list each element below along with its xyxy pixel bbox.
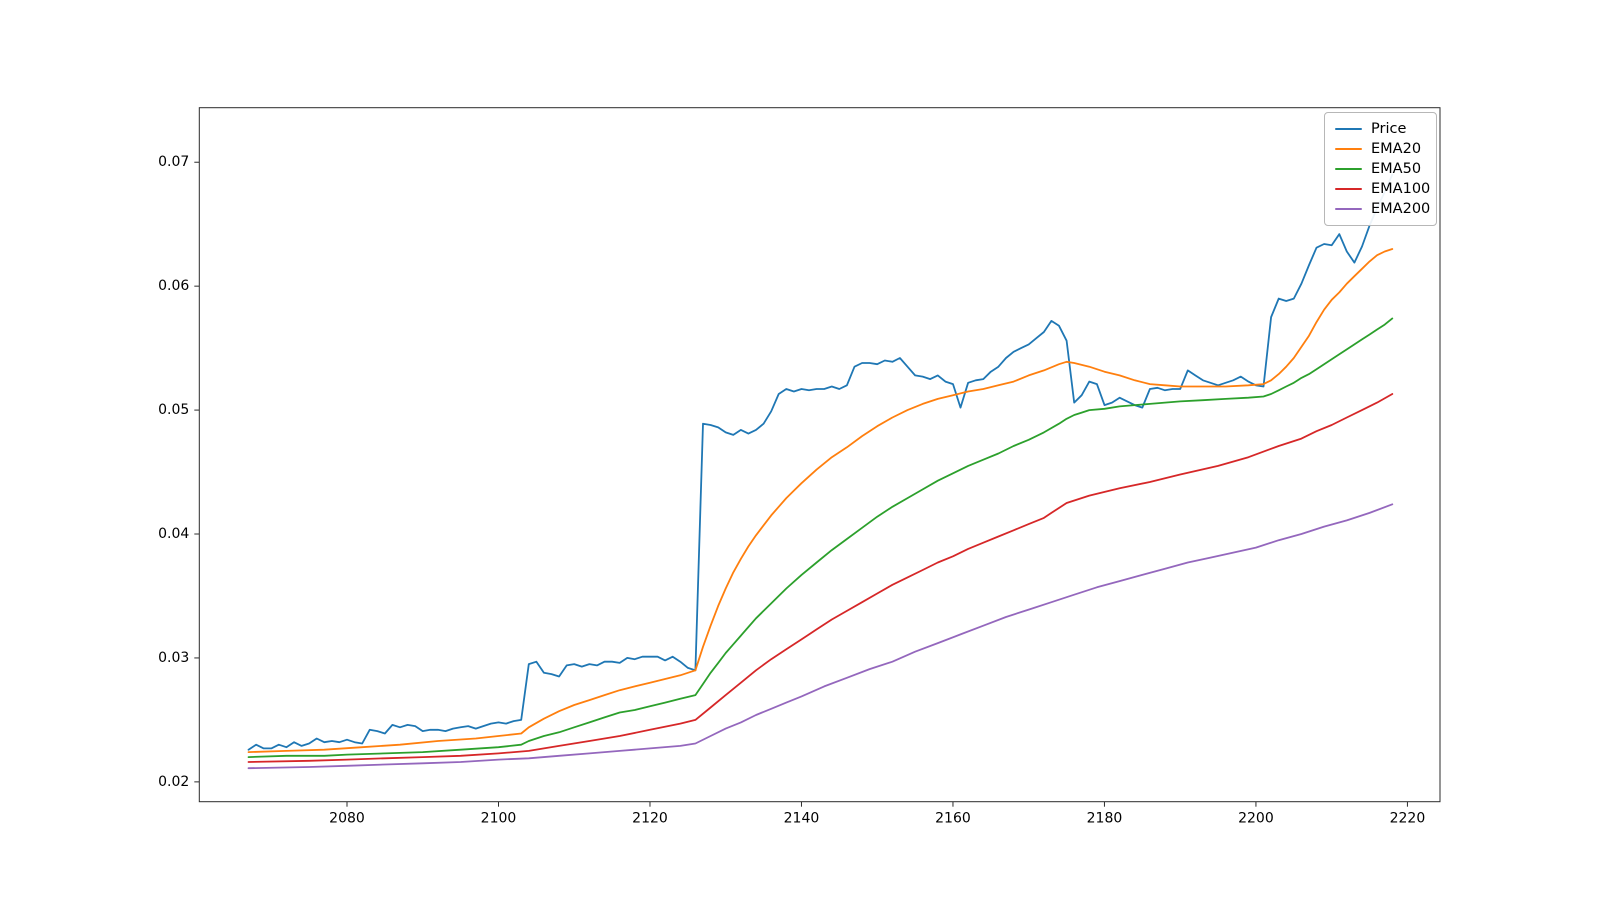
legend-entry-price: Price bbox=[1335, 119, 1428, 139]
x-tick-label: 2140 bbox=[784, 810, 820, 826]
ema100-line bbox=[247, 393, 1394, 763]
ema100-line-swatch bbox=[1335, 187, 1362, 191]
ema50-line bbox=[247, 317, 1394, 758]
x-tick-label: 2220 bbox=[1390, 810, 1426, 826]
legend-label: EMA200 bbox=[1371, 200, 1431, 217]
x-tick-label: 2100 bbox=[481, 810, 517, 826]
y-tick-label: 0.03 bbox=[158, 650, 189, 666]
chart-legend: Price EMA20 EMA50 EMA100 EMA200 bbox=[1324, 112, 1437, 226]
legend-entry-ema50: EMA50 bbox=[1335, 159, 1428, 179]
x-tick-label: 2080 bbox=[329, 810, 365, 826]
ema200-line bbox=[247, 503, 1394, 770]
y-tick-label: 0.04 bbox=[158, 526, 189, 542]
ema20-line-swatch bbox=[1335, 147, 1362, 151]
legend-label: EMA20 bbox=[1371, 140, 1422, 157]
legend-label: EMA50 bbox=[1371, 160, 1422, 177]
y-tick-label: 0.06 bbox=[158, 278, 189, 294]
ema20-line bbox=[247, 248, 1394, 753]
x-tick-label: 2160 bbox=[935, 810, 971, 826]
x-tick-label: 2120 bbox=[632, 810, 668, 826]
price-line-swatch bbox=[1335, 127, 1362, 131]
y-tick-label: 0.05 bbox=[158, 402, 189, 418]
x-tick-label: 2200 bbox=[1238, 810, 1274, 826]
x-tick-label: 2180 bbox=[1087, 810, 1123, 826]
plot-spines bbox=[198, 107, 1441, 803]
legend-label: Price bbox=[1371, 120, 1407, 137]
ema200-line-swatch bbox=[1335, 207, 1362, 211]
y-tick-label: 0.02 bbox=[158, 774, 189, 790]
legend-entry-ema100: EMA100 bbox=[1335, 179, 1431, 199]
y-tick-label: 0.07 bbox=[158, 154, 189, 170]
price-line bbox=[247, 173, 1394, 751]
legend-entry-ema20: EMA20 bbox=[1335, 139, 1428, 159]
legend-entry-ema200: EMA200 bbox=[1335, 199, 1431, 219]
ema50-line-swatch bbox=[1335, 167, 1362, 171]
legend-label: EMA100 bbox=[1371, 180, 1431, 197]
